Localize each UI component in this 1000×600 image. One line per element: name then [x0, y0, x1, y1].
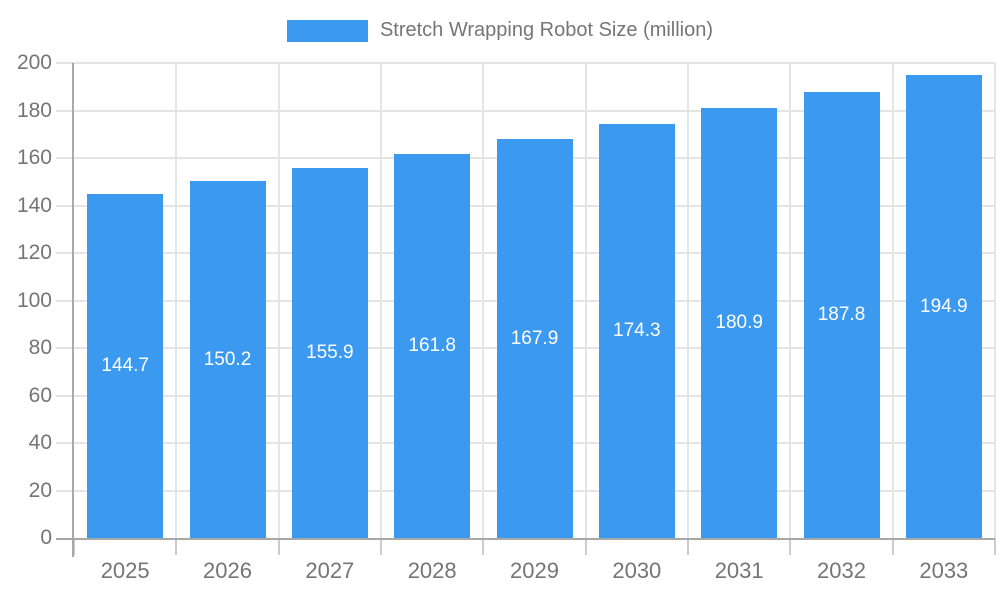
x-tick-label: 2025 — [100, 558, 150, 583]
x-tick-label: 2031 — [714, 558, 764, 583]
y-tick-label: 20 — [28, 478, 52, 502]
legend-label: Stretch Wrapping Robot Size (million) — [379, 19, 714, 41]
x-tick-label: 2032 — [817, 558, 866, 583]
gridline-horizontal — [56, 109, 995, 112]
y-tick-label: 200 — [16, 51, 52, 74]
bar-value-label: 161.8 — [408, 334, 456, 356]
gridline-vertical — [482, 63, 485, 538]
bar[interactable]: 194.9 — [905, 75, 982, 538]
y-tick-label: 160 — [16, 146, 52, 169]
x-tick-mark — [789, 538, 792, 555]
bar[interactable]: 144.7 — [87, 194, 164, 538]
y-tick-label: 100 — [16, 288, 52, 312]
x-axis-line — [56, 538, 995, 540]
y-tick-label: 80 — [28, 336, 52, 359]
x-tick-mark — [277, 538, 280, 555]
x-tick-mark — [175, 538, 178, 555]
y-tick-label: 40 — [28, 431, 52, 454]
x-tick-label: 2029 — [510, 558, 559, 583]
y-tick-label: 120 — [16, 241, 52, 264]
y-axis-line — [72, 63, 74, 557]
gridline-vertical — [789, 63, 792, 538]
bar[interactable]: 167.9 — [496, 139, 573, 538]
x-tick-mark — [994, 538, 996, 555]
bar[interactable]: 161.8 — [394, 153, 471, 538]
gridline-vertical — [277, 63, 280, 538]
bar-value-label: 144.7 — [101, 355, 149, 377]
gridline-vertical — [994, 63, 996, 538]
gridline-vertical — [687, 63, 689, 538]
x-tick-label: 2027 — [305, 558, 355, 583]
y-tick-label: 180 — [16, 98, 52, 122]
x-tick-mark — [891, 538, 894, 555]
x-tick-label: 2026 — [203, 558, 252, 583]
bar-value-label: 194.9 — [920, 295, 968, 317]
bar[interactable]: 155.9 — [291, 167, 368, 538]
bar-value-label: 187.8 — [817, 303, 866, 325]
bar-value-label: 180.9 — [715, 312, 763, 334]
bar-value-label: 150.2 — [203, 348, 252, 370]
bar-value-label: 155.9 — [306, 341, 354, 363]
bar-value-label: 174.3 — [613, 320, 661, 341]
y-tick-label: 60 — [28, 383, 52, 407]
gridline-vertical — [380, 63, 382, 538]
x-tick-label: 2028 — [407, 558, 457, 583]
x-tick-label: 2033 — [919, 558, 969, 583]
gridline-vertical — [175, 63, 178, 538]
gridline-vertical — [891, 63, 894, 538]
gridline-vertical — [584, 63, 587, 538]
gridline-horizontal — [56, 62, 995, 64]
y-tick-label: 140 — [16, 193, 52, 217]
x-tick-mark — [687, 538, 689, 555]
x-tick-label: 2030 — [612, 558, 662, 583]
bar[interactable]: 180.9 — [701, 108, 778, 538]
bar[interactable]: 174.3 — [598, 124, 675, 538]
x-tick-mark — [73, 538, 75, 555]
legend-swatch[interactable] — [286, 19, 368, 42]
x-tick-mark — [482, 538, 485, 555]
x-tick-mark — [380, 538, 382, 555]
y-tick-label: 0 — [40, 526, 52, 549]
bar[interactable]: 150.2 — [189, 181, 266, 538]
bar-value-label: 167.9 — [510, 327, 559, 349]
bar[interactable]: 187.8 — [803, 91, 880, 538]
x-tick-mark — [584, 538, 587, 555]
legend[interactable]: Stretch Wrapping Robot Size (million) — [0, 19, 1000, 42]
